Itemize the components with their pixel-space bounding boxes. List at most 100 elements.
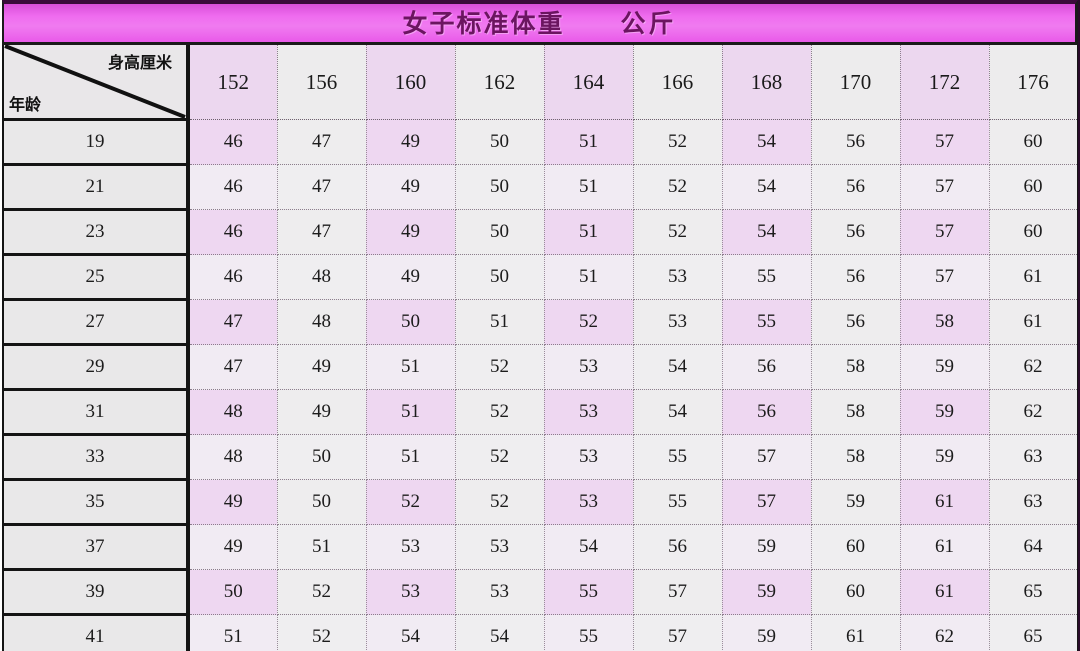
weight-cell-age19-h176: 60 (989, 119, 1080, 165)
table-head: 身高厘米 年龄 152 156 160 162 164 166 168 170 … (2, 45, 1080, 121)
axis-corner-cell: 身高厘米 年龄 (2, 45, 190, 121)
weight-cell-age19-h156: 47 (277, 119, 367, 165)
weight-cell-age19-h164: 51 (544, 119, 634, 165)
weight-cell-age39-h168: 59 (722, 569, 812, 615)
column-header-152: 152 (188, 45, 278, 120)
title-banner: 女子标准体重 公斤 (2, 0, 1078, 45)
weight-cell-age37-h170: 60 (811, 524, 901, 570)
weight-cell-age33-h152: 48 (188, 434, 278, 480)
diagonal-divider-icon (5, 45, 184, 117)
title-unit-label: 公斤 (620, 9, 677, 38)
table-row: 29 47 49 51 52 53 54 56 58 59 62 (2, 344, 1080, 391)
weight-cell-age39-h162: 53 (455, 569, 545, 615)
weight-cell-age41-h176: 65 (989, 614, 1080, 651)
weight-cell-age41-h166: 57 (633, 614, 723, 651)
weight-cell-age41-h160: 54 (366, 614, 456, 651)
column-header-166: 166 (633, 45, 723, 120)
weight-cell-age33-h162: 52 (455, 434, 545, 480)
weight-cell-age35-h168: 57 (722, 479, 812, 525)
row-header-age-41: 41 (2, 614, 190, 651)
weight-cell-age23-h168: 54 (722, 209, 812, 255)
weight-cell-age21-h168: 54 (722, 164, 812, 210)
row-header-age-33: 33 (2, 434, 190, 481)
weight-cell-age23-h162: 50 (455, 209, 545, 255)
weight-cell-age39-h176: 65 (989, 569, 1080, 615)
weight-cell-age27-h162: 51 (455, 299, 545, 345)
row-header-age-25: 25 (2, 254, 190, 301)
weight-cell-age35-h164: 53 (544, 479, 634, 525)
weight-cell-age33-h176: 63 (989, 434, 1080, 480)
table-row: 21 46 47 49 50 51 52 54 56 57 60 (2, 164, 1080, 211)
weight-cell-age25-h164: 51 (544, 254, 634, 300)
weight-cell-age27-h170: 56 (811, 299, 901, 345)
weight-cell-age27-h160: 50 (366, 299, 456, 345)
weight-cell-age29-h156: 49 (277, 344, 367, 390)
weight-cell-age23-h160: 49 (366, 209, 456, 255)
row-header-age-19: 19 (2, 119, 190, 166)
weight-cell-age31-h166: 54 (633, 389, 723, 435)
row-header-age-37: 37 (2, 524, 190, 571)
weight-cell-age37-h166: 56 (633, 524, 723, 570)
weight-cell-age29-h168: 56 (722, 344, 812, 390)
weight-cell-age19-h160: 49 (366, 119, 456, 165)
row-header-age-39: 39 (2, 569, 190, 616)
weight-cell-age25-h156: 48 (277, 254, 367, 300)
weight-cell-age27-h156: 48 (277, 299, 367, 345)
weight-cell-age37-h168: 59 (722, 524, 812, 570)
weight-cell-age25-h172: 57 (900, 254, 990, 300)
weight-cell-age21-h166: 52 (633, 164, 723, 210)
weight-cell-age35-h166: 55 (633, 479, 723, 525)
weight-cell-age39-h152: 50 (188, 569, 278, 615)
weight-cell-age21-h170: 56 (811, 164, 901, 210)
weight-cell-age29-h166: 54 (633, 344, 723, 390)
weight-cell-age21-h176: 60 (989, 164, 1080, 210)
weight-cell-age25-h152: 46 (188, 254, 278, 300)
weight-cell-age31-h162: 52 (455, 389, 545, 435)
weight-cell-age25-h166: 53 (633, 254, 723, 300)
row-header-age-27: 27 (2, 299, 190, 346)
row-header-age-23: 23 (2, 209, 190, 256)
weight-cell-age35-h172: 61 (900, 479, 990, 525)
weight-cell-age41-h170: 61 (811, 614, 901, 651)
table-row: 39 50 52 53 53 55 57 59 60 61 65 (2, 569, 1080, 616)
weight-cell-age39-h172: 61 (900, 569, 990, 615)
table-row: 37 49 51 53 53 54 56 59 60 61 64 (2, 524, 1080, 571)
row-header-age-29: 29 (2, 344, 190, 391)
weight-cell-age35-h156: 50 (277, 479, 367, 525)
weight-cell-age21-h172: 57 (900, 164, 990, 210)
weight-cell-age19-h172: 57 (900, 119, 990, 165)
right-frame-edge (1078, 0, 1080, 651)
weight-cell-age31-h152: 48 (188, 389, 278, 435)
weight-cell-age25-h162: 50 (455, 254, 545, 300)
row-header-age-31: 31 (2, 389, 190, 436)
weight-cell-age31-h176: 62 (989, 389, 1080, 435)
column-header-164: 164 (544, 45, 634, 120)
weight-cell-age21-h156: 47 (277, 164, 367, 210)
weight-cell-age25-h176: 61 (989, 254, 1080, 300)
column-header-168: 168 (722, 45, 812, 120)
weight-cell-age35-h160: 52 (366, 479, 456, 525)
weight-cell-age19-h166: 52 (633, 119, 723, 165)
weight-cell-age27-h172: 58 (900, 299, 990, 345)
weight-cell-age23-h152: 46 (188, 209, 278, 255)
weight-cell-age33-h164: 53 (544, 434, 634, 480)
weight-cell-age29-h172: 59 (900, 344, 990, 390)
weight-cell-age23-h170: 56 (811, 209, 901, 255)
weight-cell-age25-h170: 56 (811, 254, 901, 300)
table-body: 19 46 47 49 50 51 52 54 56 57 60 21 46 47 49 50 51 52 54 56… (2, 119, 1080, 651)
weight-cell-age37-h156: 51 (277, 524, 367, 570)
weight-cell-age35-h152: 49 (188, 479, 278, 525)
weight-cell-age31-h160: 51 (366, 389, 456, 435)
column-header-176: 176 (989, 45, 1080, 120)
weight-cell-age27-h166: 53 (633, 299, 723, 345)
weight-cell-age41-h168: 59 (722, 614, 812, 651)
title-text-group: 女子标准体重 公斤 (402, 4, 676, 40)
weight-cell-age19-h168: 54 (722, 119, 812, 165)
weight-cell-age31-h156: 49 (277, 389, 367, 435)
weight-cell-age19-h170: 56 (811, 119, 901, 165)
weight-cell-age35-h162: 52 (455, 479, 545, 525)
weight-cell-age37-h172: 61 (900, 524, 990, 570)
weight-cell-age23-h172: 57 (900, 209, 990, 255)
weight-cell-age23-h156: 47 (277, 209, 367, 255)
